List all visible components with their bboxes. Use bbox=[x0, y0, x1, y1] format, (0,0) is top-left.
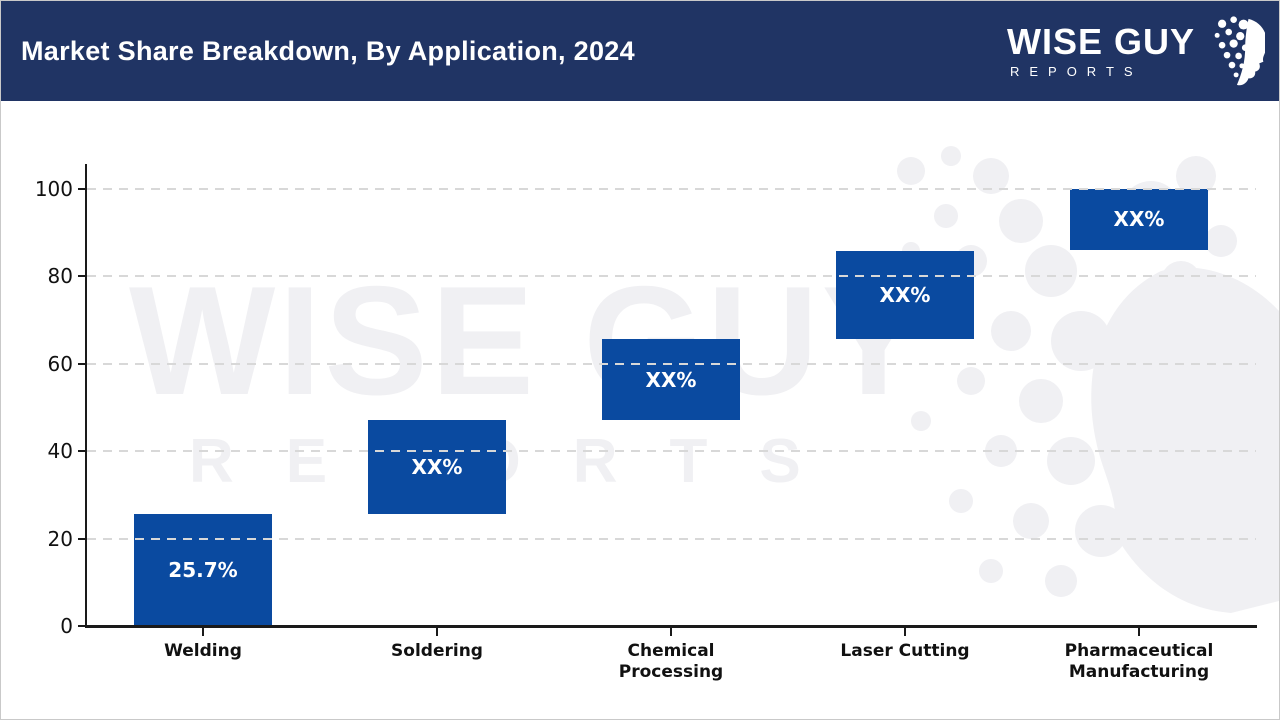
watermark-text-2: REPORTS bbox=[189, 427, 853, 496]
bar-soldering: XX% bbox=[368, 420, 506, 515]
bar-value-label: XX% bbox=[879, 282, 931, 307]
gridline-20 bbox=[87, 537, 1256, 540]
x-category-label: Chemical Processing bbox=[556, 641, 786, 683]
y-tick-label: 40 bbox=[47, 439, 73, 463]
x-tick bbox=[904, 628, 906, 636]
y-tick bbox=[78, 187, 85, 190]
x-category-label: Welding bbox=[88, 641, 318, 662]
x-category-label-line: Welding bbox=[164, 641, 242, 661]
x-tick bbox=[202, 628, 204, 636]
x-tick bbox=[1138, 628, 1140, 636]
brand-name: WISE GUY bbox=[1006, 20, 1195, 62]
x-category-label-line: Laser Cutting bbox=[840, 641, 970, 661]
y-tick bbox=[78, 625, 85, 627]
gridline-80 bbox=[87, 275, 1256, 277]
y-axis-line bbox=[85, 164, 87, 628]
y-tick-label: 80 bbox=[47, 264, 73, 288]
brand-sub: REPORTS bbox=[1009, 63, 1143, 79]
x-category-label-line: Soldering bbox=[391, 641, 483, 661]
bar-laser-cutting: XX% bbox=[836, 250, 974, 339]
x-category-label: Laser Cutting bbox=[790, 641, 1020, 662]
y-tick-label: 60 bbox=[47, 351, 73, 376]
bar-value-label: XX% bbox=[645, 367, 697, 392]
bar-pharmaceutical-manufacturing: XX% bbox=[1070, 188, 1208, 250]
y-tick-label: 0 bbox=[60, 614, 73, 638]
y-tick bbox=[78, 275, 85, 277]
header: Market Share Breakdown, By Application, … bbox=[1, 1, 1279, 101]
x-tick bbox=[670, 628, 672, 636]
bar-value-label: 25.7% bbox=[168, 557, 238, 582]
x-axis-line bbox=[85, 625, 1257, 628]
gridline-60 bbox=[87, 362, 1256, 365]
watermark-head-icon bbox=[897, 146, 1279, 613]
y-tick bbox=[78, 450, 85, 452]
bar-welding: 25.7% bbox=[134, 513, 272, 626]
y-tick-label: 100 bbox=[34, 176, 73, 201]
brand-head-icon bbox=[1214, 16, 1265, 86]
x-category-label: Soldering bbox=[322, 641, 552, 662]
x-category-label-line: Chemical bbox=[627, 641, 715, 661]
gridline-40 bbox=[87, 450, 1256, 452]
x-category-label: Pharmaceutical Manufacturing bbox=[1024, 641, 1254, 683]
brand-text: WISE GUY REPORTS bbox=[1006, 20, 1195, 79]
bar-value-label: XX% bbox=[411, 455, 463, 480]
x-tick bbox=[436, 628, 438, 636]
x-category-label-line: Pharmaceutical bbox=[1064, 641, 1214, 661]
x-category-label-line: Manufacturing bbox=[1068, 662, 1210, 682]
x-category-label-line: Processing bbox=[618, 662, 724, 682]
chart-title: Market Share Breakdown, By Application, … bbox=[21, 35, 635, 66]
brand-logo: WISE GUY REPORTS bbox=[1007, 9, 1265, 93]
watermark-text-1: WISE GUY bbox=[129, 254, 929, 427]
y-tick bbox=[78, 537, 85, 540]
bar-chemical-processing: XX% bbox=[602, 339, 740, 421]
bar-value-label: XX% bbox=[1113, 207, 1165, 232]
y-tick bbox=[78, 362, 85, 365]
y-tick-label: 20 bbox=[47, 526, 73, 551]
gridline-100 bbox=[87, 187, 1256, 190]
